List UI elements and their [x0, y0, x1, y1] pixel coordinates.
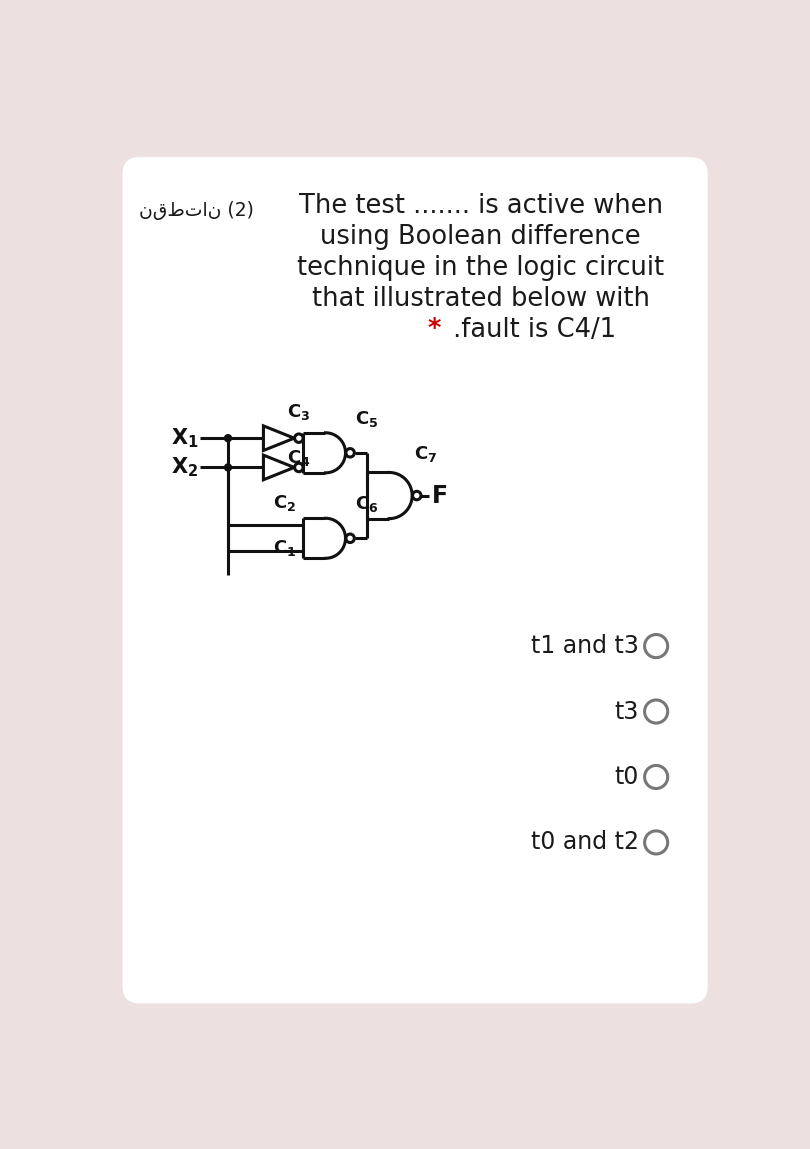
Text: t0: t0	[615, 765, 639, 789]
Text: t3: t3	[615, 700, 639, 724]
Text: t0 and t2: t0 and t2	[531, 831, 639, 855]
Circle shape	[295, 463, 303, 472]
Circle shape	[295, 434, 303, 442]
Text: $\mathbf{C_3}$: $\mathbf{C_3}$	[287, 402, 309, 422]
Text: that illustrated below with: that illustrated below with	[312, 286, 650, 311]
Text: $\mathbf{C_6}$: $\mathbf{C_6}$	[355, 494, 378, 514]
Text: technique in the logic circuit: technique in the logic circuit	[297, 255, 664, 280]
Circle shape	[412, 492, 421, 500]
Text: $\mathbf{X_2}$: $\mathbf{X_2}$	[171, 456, 198, 479]
Circle shape	[346, 534, 354, 542]
Circle shape	[346, 448, 354, 457]
Text: *: *	[428, 316, 441, 342]
Text: $\mathbf{C_4}$: $\mathbf{C_4}$	[287, 448, 310, 468]
Text: $\mathbf{C_5}$: $\mathbf{C_5}$	[355, 409, 378, 429]
Text: $\mathbf{C_2}$: $\mathbf{C_2}$	[273, 493, 296, 514]
FancyBboxPatch shape	[122, 157, 708, 1003]
Text: F: F	[432, 484, 447, 508]
Text: $\mathbf{X_1}$: $\mathbf{X_1}$	[171, 426, 198, 450]
Text: $\mathbf{C_7}$: $\mathbf{C_7}$	[414, 444, 437, 463]
Text: t1 and t3: t1 and t3	[531, 634, 639, 658]
Text: $\mathbf{C_1}$: $\mathbf{C_1}$	[272, 538, 296, 558]
Circle shape	[224, 464, 232, 471]
Text: نقطتان (2): نقطتان (2)	[139, 201, 254, 219]
Text: .fault is C4/1: .fault is C4/1	[446, 316, 616, 342]
Text: using Boolean difference: using Boolean difference	[320, 224, 641, 250]
Text: The test ....... is active when: The test ....... is active when	[299, 193, 663, 219]
Circle shape	[224, 434, 232, 441]
